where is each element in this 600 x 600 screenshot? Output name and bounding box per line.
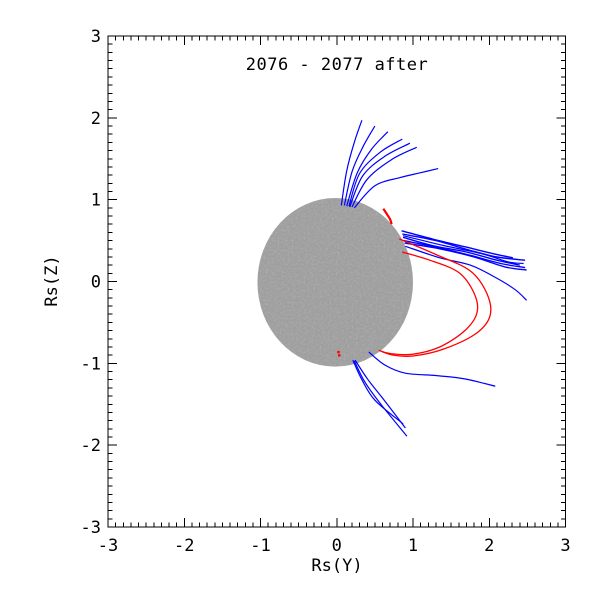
svg-text:-1: -1: [250, 536, 270, 556]
svg-text:-1: -1: [81, 354, 101, 374]
svg-text:-2: -2: [174, 536, 194, 556]
svg-text:-3: -3: [98, 536, 118, 556]
chart-title: 2076 - 2077 after: [245, 55, 429, 75]
svg-text:2: 2: [484, 536, 494, 556]
axes: -3 -2 -1 0 1 2 3 -3 -2 -1 0 1 2 3: [81, 27, 571, 556]
field-lines: [337, 120, 528, 437]
svg-text:2: 2: [91, 109, 101, 129]
svg-text:1: 1: [408, 536, 418, 556]
svg-text:3: 3: [91, 27, 101, 47]
svg-text:0: 0: [332, 536, 342, 556]
svg-text:1: 1: [91, 191, 101, 211]
solar-disk: [257, 198, 413, 367]
svg-text:-2: -2: [81, 436, 101, 456]
x-axis-label: Rs(Y): [311, 556, 363, 576]
y-axis-label: Rs(Z): [42, 255, 62, 307]
svg-text:3: 3: [560, 536, 570, 556]
svg-text:-3: -3: [81, 518, 101, 538]
svg-text:0: 0: [91, 273, 101, 293]
